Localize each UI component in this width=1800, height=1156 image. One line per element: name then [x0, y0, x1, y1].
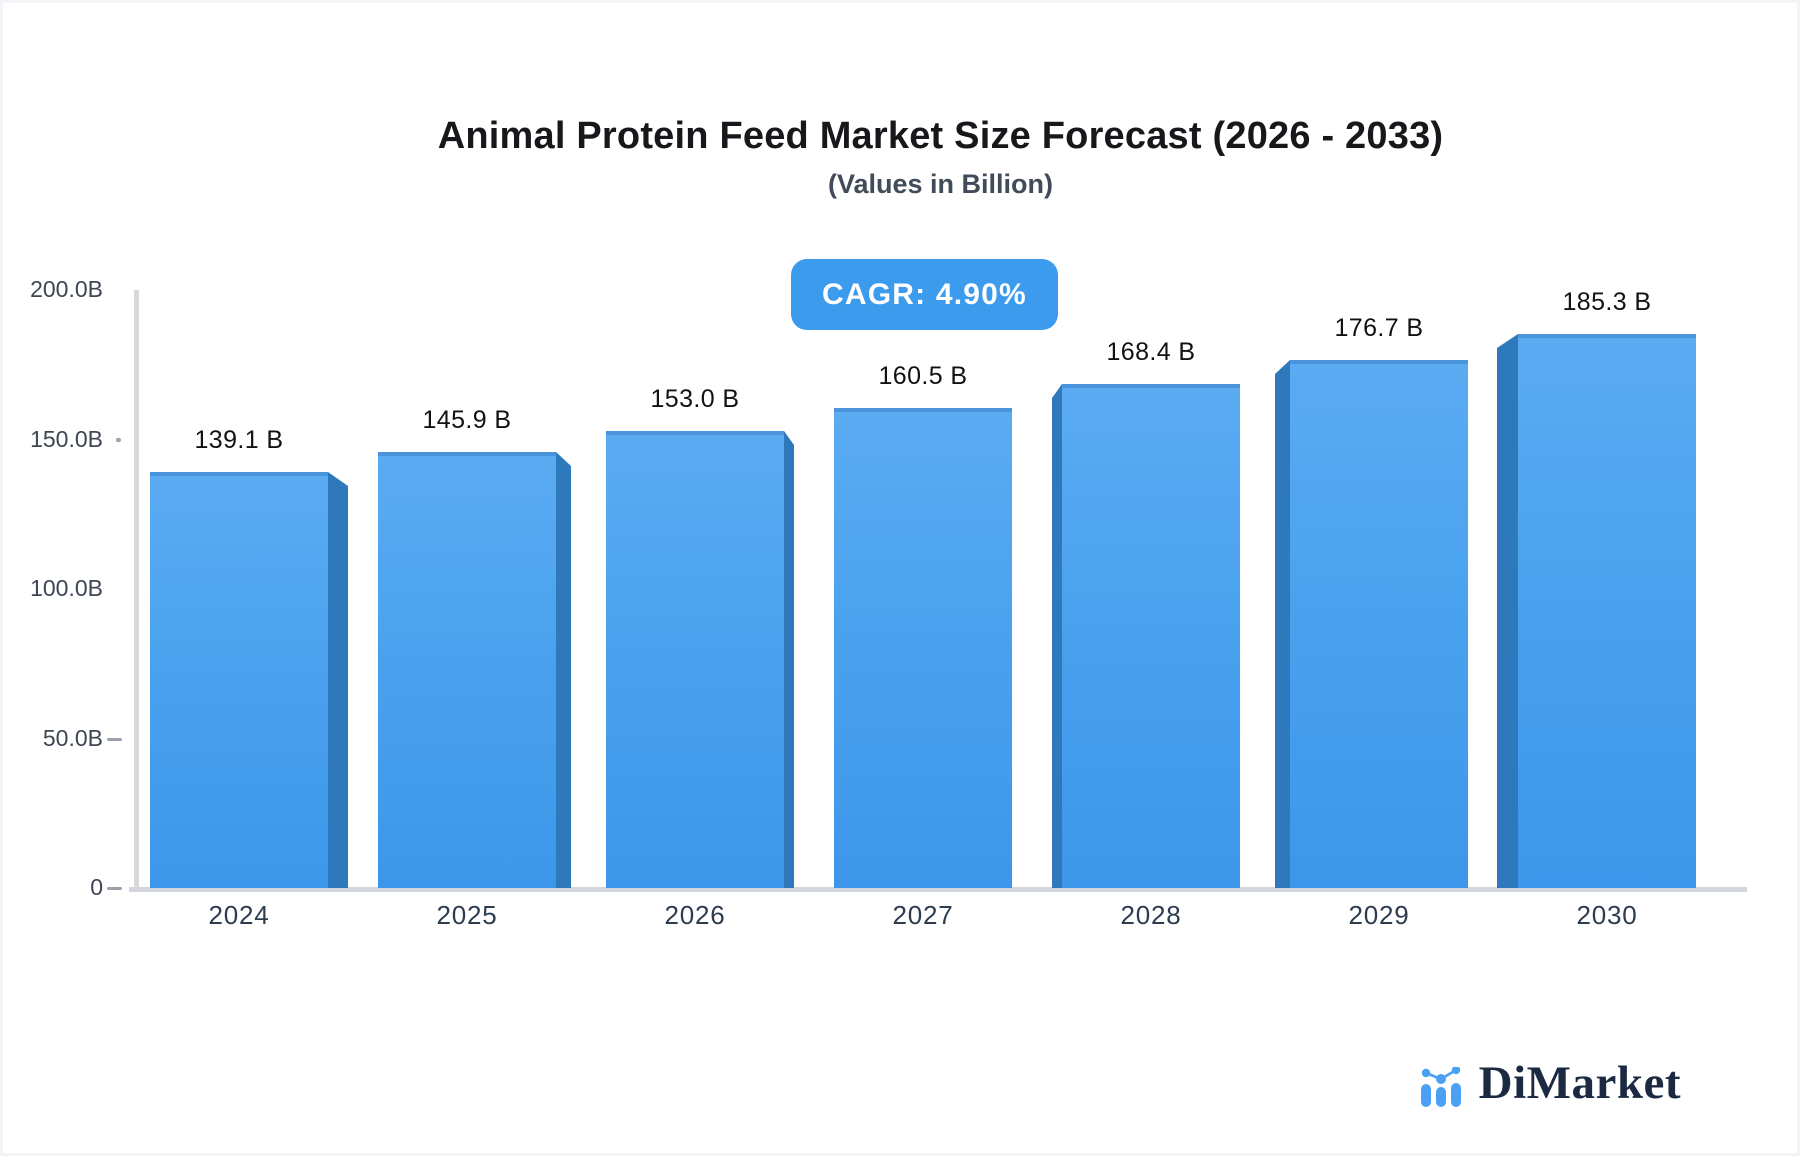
bar-value-label: 185.3 B: [1562, 288, 1652, 316]
chart-title: Animal Protein Feed Market Size Forecast…: [437, 115, 1444, 157]
dimarket-logo-text: DiMarket: [1478, 1057, 1681, 1109]
bar-value-label: 139.1 B: [194, 426, 284, 454]
bar-2024: [150, 472, 328, 888]
bar-2030: [1518, 334, 1696, 888]
x-axis-label: 2026: [664, 900, 726, 930]
bar-2025: [378, 452, 556, 888]
x-axis-label: 2028: [1120, 900, 1182, 930]
bar-value-label: 153.0 B: [650, 385, 740, 413]
mini-bar-chart-icon: [1420, 1067, 1461, 1107]
y-axis-label: 200.0B: [30, 276, 103, 302]
y-axis-tick: [107, 887, 122, 890]
y-axis-tick: [107, 737, 122, 741]
x-axis-label: 2025: [436, 900, 498, 930]
bar-2029: [1290, 360, 1468, 888]
dimarket-logo: DiMarket: [1419, 1060, 1681, 1107]
bar-value-label: 168.4 B: [1106, 338, 1196, 366]
x-axis-line: [129, 887, 1747, 892]
bar-side-face: [1052, 384, 1062, 888]
y-axis-label: 100.0B: [30, 575, 103, 601]
bar-value-label: 176.7 B: [1334, 314, 1424, 342]
bar-side-face: [1497, 334, 1518, 888]
bar-2027: [834, 408, 1012, 888]
chart-subtitle: (Values in Billion): [827, 169, 1054, 199]
x-axis-label: 2027: [892, 900, 954, 930]
y-axis-label: 0: [90, 874, 103, 900]
bar-2028: [1062, 384, 1240, 888]
y-axis-label: 150.0B: [30, 425, 103, 452]
bar-side-face: [556, 452, 571, 888]
y-axis-label: 50.0B: [42, 724, 103, 751]
bar-2026: [606, 431, 784, 888]
bar-side-face: [328, 472, 348, 888]
x-axis-label: 2029: [1348, 900, 1410, 930]
x-axis-label: 2030: [1576, 900, 1638, 930]
bar-value-label: 160.5 B: [878, 362, 968, 390]
bar-side-face: [784, 431, 794, 888]
y-axis-tick: [116, 437, 121, 442]
bar-value-label: 145.9 B: [422, 406, 512, 434]
cagr-badge: CAGR: 4.90%: [791, 259, 1058, 330]
bar-side-face: [1275, 360, 1290, 888]
y-axis-line: [134, 290, 139, 889]
x-axis-label: 2024: [208, 900, 270, 930]
